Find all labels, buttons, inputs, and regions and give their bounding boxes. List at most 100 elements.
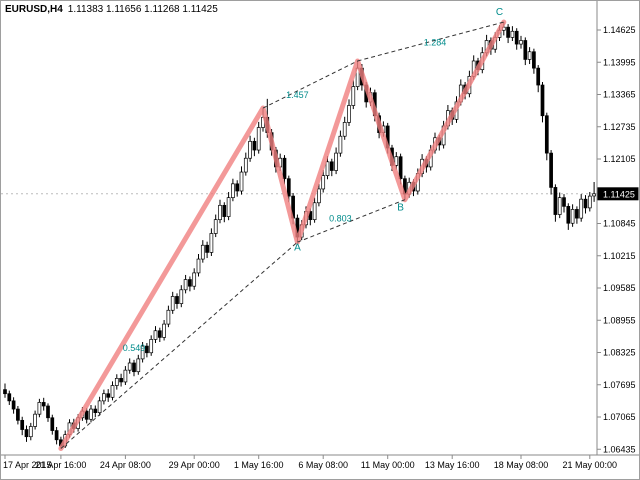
candle-body <box>557 197 562 215</box>
candle-body <box>213 219 218 234</box>
candle-body <box>89 408 93 420</box>
candle-body <box>46 405 50 419</box>
candle-body <box>41 402 46 407</box>
candle-body <box>239 171 244 192</box>
candle-body <box>175 296 179 304</box>
candle-body <box>321 175 326 190</box>
zigzag-pattern-overlay <box>58 19 507 451</box>
candle-body <box>188 279 192 287</box>
candle-body <box>153 330 158 340</box>
candle-body <box>583 198 588 209</box>
candle-body <box>114 378 119 386</box>
candle-body <box>351 86 356 106</box>
candle-body <box>342 122 347 137</box>
candle-body <box>28 426 33 438</box>
price-axis-label: 1.13995 <box>603 57 636 67</box>
candle-body <box>519 40 523 45</box>
candle-body <box>338 135 343 154</box>
candle-body <box>37 402 42 415</box>
price-axis-label: 1.14625 <box>603 25 636 35</box>
price-axis[interactable]: 1.14625 1.13995 1.13365 1.12735 1.12105 1.114… <box>596 1 636 455</box>
candle-body <box>587 195 592 209</box>
candle-body <box>20 419 25 430</box>
candle-body <box>248 140 252 159</box>
price-axis-label: 1.10215 <box>603 251 636 261</box>
time-axis-label: 18 May 08:00 <box>494 460 549 470</box>
candle-body <box>536 67 541 86</box>
candle-body <box>93 408 98 413</box>
candle-body <box>231 183 235 198</box>
candle-body <box>252 140 257 151</box>
candle-body <box>102 393 106 402</box>
candle-body <box>527 51 532 60</box>
candle-body <box>540 84 545 117</box>
price-axis-label: 1.07065 <box>603 412 636 422</box>
candle-body <box>394 156 399 166</box>
pattern-dashed-line <box>357 21 504 62</box>
price-axis-label: 1.06435 <box>603 444 636 454</box>
candle-body <box>398 156 403 180</box>
candle-body <box>183 279 188 291</box>
candle-body <box>145 345 149 354</box>
candle-body <box>575 209 579 219</box>
candle-body <box>566 206 571 224</box>
candle-body <box>243 157 248 173</box>
candle-body <box>510 30 515 38</box>
candle-body <box>33 413 37 427</box>
candle-body <box>282 157 287 180</box>
price-axis-label: 1.13365 <box>603 90 636 100</box>
candle-body <box>562 197 566 207</box>
candle-body <box>592 193 596 197</box>
candle-body <box>132 362 136 373</box>
candle-body <box>200 244 205 260</box>
candle-body <box>312 202 317 221</box>
candle-body <box>523 40 528 60</box>
candle-body <box>166 309 171 325</box>
time-axis-label: 13 May 16:00 <box>425 460 480 470</box>
time-axis-label: 29 Apr 00:00 <box>169 460 220 470</box>
candle-body <box>325 161 330 176</box>
price-axis-label: 1.08325 <box>603 348 636 358</box>
time-axis-label: 24 Apr 08:00 <box>100 460 151 470</box>
time-axis-label: 6 May 08:00 <box>298 460 348 470</box>
price-axis-label: 1.12105 <box>603 154 636 164</box>
candle-body <box>179 289 184 304</box>
pattern-point-label-c: C <box>496 7 503 18</box>
candle-body <box>157 330 162 338</box>
candle-body <box>123 369 128 383</box>
price-badge-value: 1.11425 <box>603 189 635 199</box>
time-axis-label: 21 Apr 16:00 <box>35 460 86 470</box>
candle-body <box>136 358 141 373</box>
candle-body <box>110 385 115 398</box>
candle-body <box>50 417 55 431</box>
candle-body <box>235 183 240 192</box>
pattern-point-label-b: B <box>397 202 404 213</box>
price-axis-label: 1.07695 <box>603 380 636 390</box>
candle-body <box>549 152 553 188</box>
candle-body <box>532 51 536 69</box>
price-badge-box <box>597 187 639 201</box>
pattern-dashed-line <box>60 241 298 449</box>
candle-body <box>226 197 231 217</box>
price-axis-label: 1.12735 <box>603 122 636 132</box>
candle-body <box>347 105 351 123</box>
pattern-ratio-label: 0.803 <box>329 214 352 224</box>
candle-body <box>54 430 59 441</box>
pattern-dashed-line <box>297 199 406 243</box>
candle-body <box>286 178 291 197</box>
candle-body <box>570 209 575 224</box>
candle-body <box>24 429 29 438</box>
time-axis-label: 21 May 00:00 <box>563 460 618 470</box>
candle-body <box>11 400 16 410</box>
dashed-pattern-lines: 0.549 1.457 0.803 1.284 <box>60 21 504 449</box>
candle-body <box>84 410 89 420</box>
candle-body <box>329 161 334 171</box>
pattern-point-label-a: A <box>294 242 301 253</box>
candle-body <box>256 127 261 151</box>
candle-body <box>119 378 123 383</box>
candle-body <box>334 152 338 171</box>
candle-body <box>162 323 166 338</box>
